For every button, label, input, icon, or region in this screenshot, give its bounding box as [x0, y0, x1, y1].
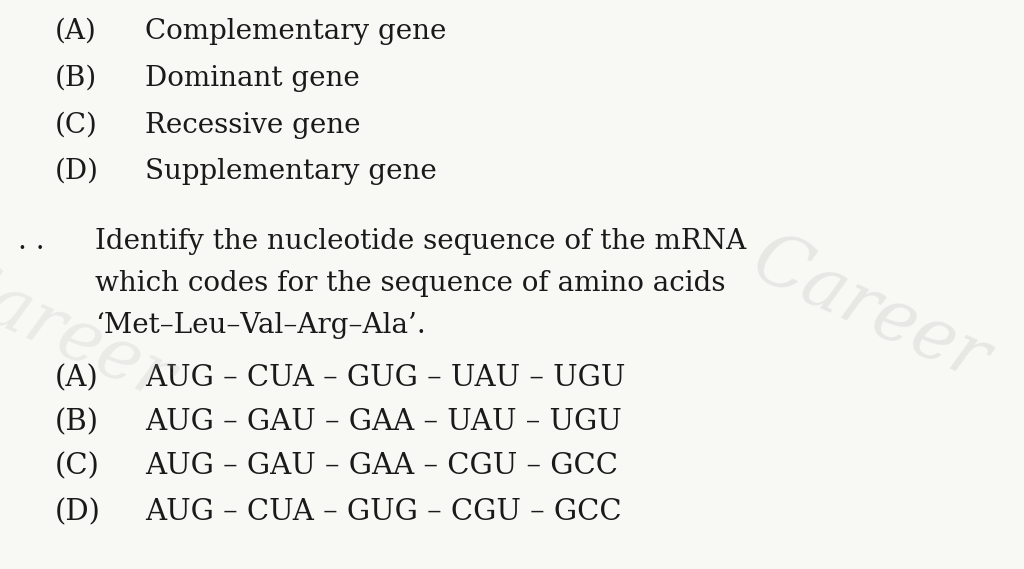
Text: (A): (A)	[55, 18, 97, 45]
Text: (B): (B)	[55, 65, 97, 92]
Text: Supplementary gene: Supplementary gene	[145, 158, 437, 185]
Text: (A): (A)	[55, 364, 98, 392]
Text: which codes for the sequence of amino acids: which codes for the sequence of amino ac…	[95, 270, 725, 297]
Text: (C): (C)	[55, 452, 100, 480]
Text: Complementary gene: Complementary gene	[145, 18, 446, 45]
Text: Dominant gene: Dominant gene	[145, 65, 359, 92]
Text: (B): (B)	[55, 408, 99, 436]
Text: . .: . .	[18, 228, 45, 255]
Text: (D): (D)	[55, 498, 101, 526]
Text: Career: Career	[740, 225, 999, 395]
Text: AUG – CUA – GUG – UAU – UGU: AUG – CUA – GUG – UAU – UGU	[145, 364, 626, 392]
Text: ‘Met–Leu–Val–Arg–Ala’.: ‘Met–Leu–Val–Arg–Ala’.	[95, 312, 426, 339]
Text: (D): (D)	[55, 158, 99, 185]
Text: AUG – GAU – GAA – UAU – UGU: AUG – GAU – GAA – UAU – UGU	[145, 408, 622, 436]
Text: AUG – GAU – GAA – CGU – GCC: AUG – GAU – GAA – CGU – GCC	[145, 452, 618, 480]
Text: (C): (C)	[55, 112, 98, 139]
Text: Career: Career	[0, 245, 184, 415]
Text: Identify the nucleotide sequence of the mRNA: Identify the nucleotide sequence of the …	[95, 228, 746, 255]
Text: Recessive gene: Recessive gene	[145, 112, 360, 139]
Text: AUG – CUA – GUG – CGU – GCC: AUG – CUA – GUG – CGU – GCC	[145, 498, 622, 526]
